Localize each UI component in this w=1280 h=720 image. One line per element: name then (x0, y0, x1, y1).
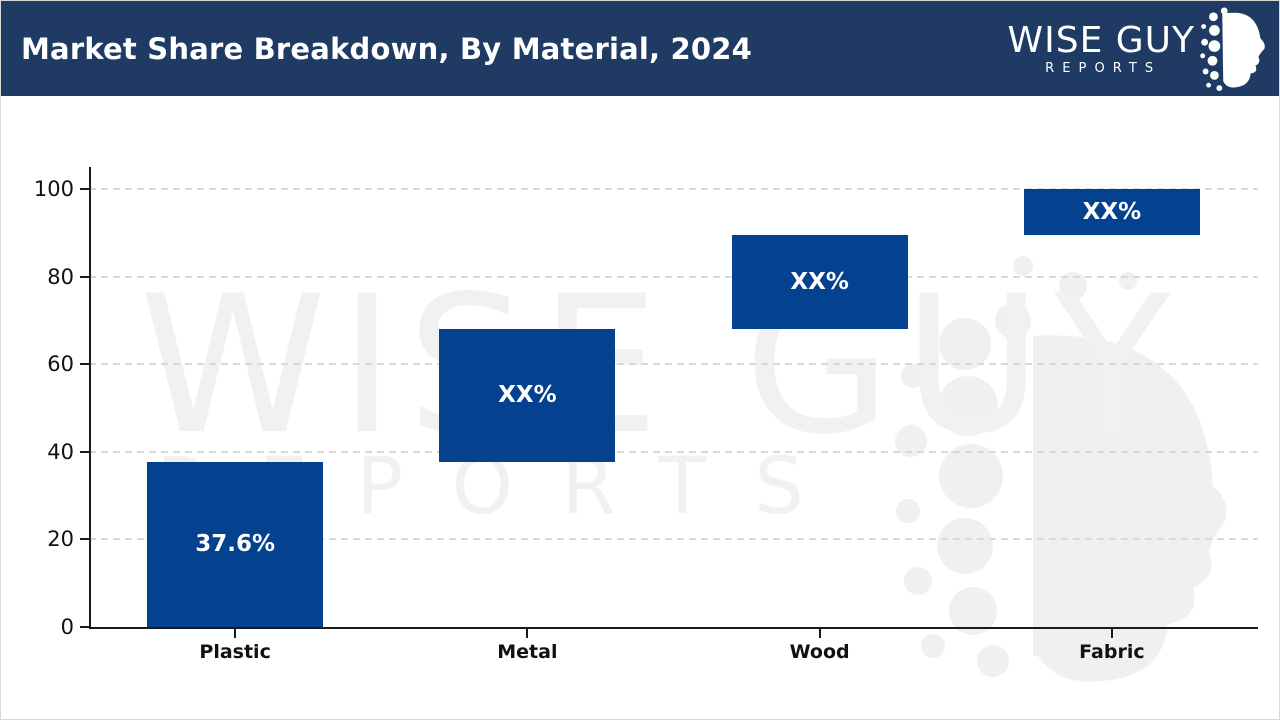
x-tick-label: Metal (497, 640, 558, 663)
bar-plastic (147, 462, 324, 627)
x-tick-label: Plastic (199, 640, 271, 663)
logo-wordmark-main: WISE GUY (1007, 19, 1195, 61)
header-bar: Market Share Breakdown, By Material, 202… (1, 1, 1279, 96)
bar-wood (731, 234, 908, 329)
page-title: Market Share Breakdown, By Material, 202… (21, 31, 753, 66)
bar-value-label: XX% (790, 268, 849, 295)
brand-logo: WISE GUY REPORTS (1008, 5, 1270, 93)
x-tick-mark (818, 628, 821, 638)
y-tick-mark (80, 275, 89, 278)
x-tick-mark (526, 628, 529, 638)
y-tick-label: 0 (60, 614, 74, 639)
logo-wordmark-sub: REPORTS (1045, 60, 1162, 76)
watermark-face-icon (895, 256, 1227, 682)
y-tick-label: 60 (47, 352, 74, 376)
y-tick-mark (80, 450, 89, 453)
y-tick-label: 100 (33, 177, 74, 201)
gridline (89, 450, 1258, 453)
x-tick-mark (234, 628, 237, 638)
y-tick-mark (80, 538, 89, 540)
y-tick-label: 40 (47, 439, 74, 464)
y-tick-label: 80 (47, 264, 74, 289)
gridline (89, 363, 1258, 365)
bar-metal (439, 328, 616, 462)
bar-value-label: XX% (1082, 198, 1142, 225)
bar-fabric (1023, 189, 1200, 235)
gridline (89, 538, 1258, 540)
y-tick-mark (80, 188, 89, 190)
gridline (89, 275, 1258, 278)
y-tick-label: 20 (47, 527, 74, 551)
x-tick-label: Wood (789, 640, 850, 663)
chart-area: WISE GUY REPORTS 0 20 40 60 80 100 37.6% Plasti… (1, 96, 1279, 719)
y-tick-mark (80, 363, 89, 365)
x-tick-mark (1110, 628, 1113, 638)
y-axis-line (89, 167, 91, 629)
x-axis-line (89, 626, 1258, 629)
gridline (89, 188, 1258, 190)
logo-wordmark: WISE GUY REPORTS (1007, 19, 1196, 76)
x-tick-label: Fabric (1079, 640, 1145, 663)
bar-value-label: XX% (498, 382, 557, 409)
logo-face-icon (1200, 6, 1265, 91)
y-tick-mark (80, 625, 89, 628)
bar-value-label: 37.6% (195, 531, 276, 558)
